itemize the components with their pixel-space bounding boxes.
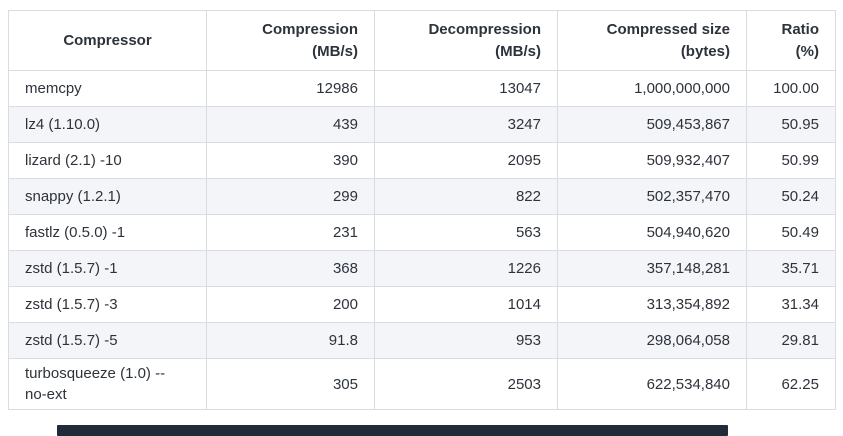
- cell-compressed-size: 1,000,000,000: [557, 70, 747, 107]
- cell-ratio: 29.81: [746, 322, 836, 359]
- cell-compressor: lz4 (1.10.0): [8, 106, 207, 143]
- cell-decompression: 2095: [374, 142, 558, 179]
- col-header-decompression: Decompression (MB/s): [374, 10, 558, 71]
- table-row: zstd (1.5.7) -3 200 1014 313,354,892 31.34: [8, 286, 836, 323]
- table-row: turbosqueeze (1.0) -- no-ext 305 2503 622,5…: [8, 358, 836, 410]
- cell-ratio: 50.99: [746, 142, 836, 179]
- cell-decompression: 1014: [374, 286, 558, 323]
- header-unit: (MB/s): [312, 42, 358, 60]
- cell-compressor: turbosqueeze (1.0) -- no-ext: [8, 358, 207, 410]
- table-row: fastlz (0.5.0) -1 231 563 504,940,620 50.49: [8, 214, 836, 251]
- header-title: Compression: [262, 20, 358, 38]
- cell-ratio: 50.24: [746, 178, 836, 215]
- cell-compressed-size: 313,354,892: [557, 286, 747, 323]
- cell-compressor: lizard (2.1) -10: [8, 142, 207, 179]
- header-title: Compressed size: [606, 20, 730, 38]
- cell-compressor: memcpy: [8, 70, 207, 107]
- table-row: lz4 (1.10.0) 439 3247 509,453,867 50.95: [8, 106, 836, 143]
- cell-decompression: 953: [374, 322, 558, 359]
- cell-ratio: 31.34: [746, 286, 836, 323]
- cell-decompression: 1226: [374, 250, 558, 287]
- col-header-compressor: Compressor: [8, 10, 207, 71]
- cell-compressed-size: 509,453,867: [557, 106, 747, 143]
- cell-compression: 305: [206, 358, 375, 410]
- header-unit: (bytes): [680, 42, 730, 60]
- cell-compression: 12986: [206, 70, 375, 107]
- cell-compressed-size: 622,534,840: [557, 358, 747, 410]
- cell-compression: 231: [206, 214, 375, 251]
- cell-decompression: 2503: [374, 358, 558, 410]
- cell-compression: 368: [206, 250, 375, 287]
- table-row: zstd (1.5.7) -1 368 1226 357,148,281 35.71: [8, 250, 836, 287]
- cell-compressed-size: 357,148,281: [557, 250, 747, 287]
- cell-decompression: 3247: [374, 106, 558, 143]
- cell-decompression: 563: [374, 214, 558, 251]
- cell-compressor: zstd (1.5.7) -3: [8, 286, 207, 323]
- cell-compression: 390: [206, 142, 375, 179]
- cell-compressed-size: 502,357,470: [557, 178, 747, 215]
- cell-compression: 200: [206, 286, 375, 323]
- cell-ratio: 35.71: [746, 250, 836, 287]
- cell-compressor: fastlz (0.5.0) -1: [8, 214, 207, 251]
- cell-compressor: zstd (1.5.7) -5: [8, 322, 207, 359]
- table-row: snappy (1.2.1) 299 822 502,357,470 50.24: [8, 178, 836, 215]
- cell-compression: 299: [206, 178, 375, 215]
- header-title: Ratio: [781, 20, 820, 38]
- col-header-compression: Compression (MB/s): [206, 10, 375, 71]
- header-title: Decompression: [428, 20, 541, 38]
- col-header-compressed-size: Compressed size (bytes): [557, 10, 747, 71]
- cell-compressor: snappy (1.2.1): [8, 178, 207, 215]
- benchmark-table: Compressor Compression (MB/s) Decompress…: [8, 10, 836, 410]
- cell-compressed-size: 298,064,058: [557, 322, 747, 359]
- cell-ratio: 50.49: [746, 214, 836, 251]
- table-row: zstd (1.5.7) -5 91.8 953 298,064,058 29.81: [8, 322, 836, 359]
- cell-compression: 439: [206, 106, 375, 143]
- cell-compressor: zstd (1.5.7) -1: [8, 250, 207, 287]
- cell-ratio: 50.95: [746, 106, 836, 143]
- cell-decompression: 13047: [374, 70, 558, 107]
- cell-compressed-size: 509,932,407: [557, 142, 747, 179]
- col-header-ratio: Ratio (%): [746, 10, 836, 71]
- cell-ratio: 62.25: [746, 358, 836, 410]
- cell-ratio: 100.00: [746, 70, 836, 107]
- cell-decompression: 822: [374, 178, 558, 215]
- header-unit: (MB/s): [495, 42, 541, 60]
- horizontal-scrollbar-thumb[interactable]: [57, 425, 728, 436]
- cell-compression: 91.8: [206, 322, 375, 359]
- table-body: memcpy 12986 13047 1,000,000,000 100.00 lz4 (…: [8, 70, 836, 410]
- header-title: Compressor: [63, 31, 152, 49]
- cell-compressed-size: 504,940,620: [557, 214, 747, 251]
- header-unit: (%): [795, 42, 819, 60]
- table-row: lizard (2.1) -10 390 2095 509,932,407 50.99: [8, 142, 836, 179]
- header-row: Compressor Compression (MB/s) Decompress…: [8, 10, 836, 71]
- table-row: memcpy 12986 13047 1,000,000,000 100.00: [8, 70, 836, 107]
